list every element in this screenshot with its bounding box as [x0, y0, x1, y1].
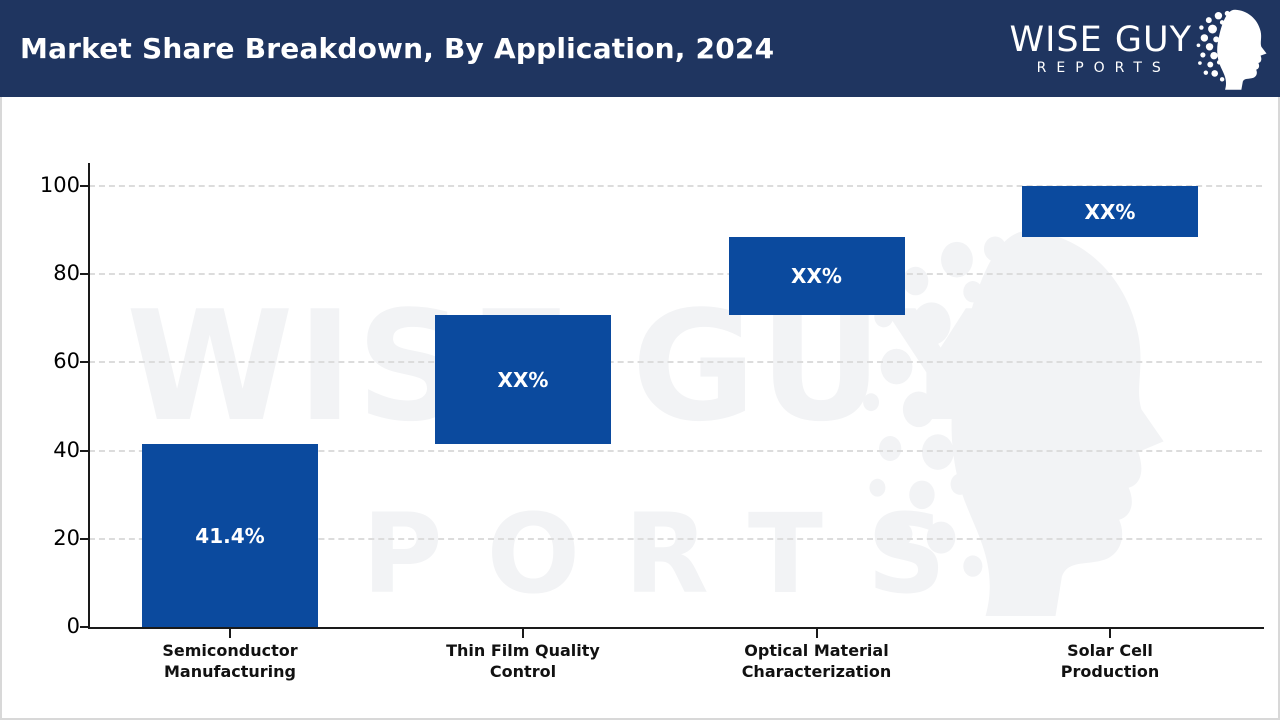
bar-segment-4: XX% — [1022, 186, 1198, 238]
bar-segment-3: XX% — [728, 237, 905, 316]
y-tick-mark-100 — [80, 185, 89, 187]
x-category-label-2: Thin Film Quality Control — [446, 641, 600, 682]
gridline-40 — [89, 449, 1262, 452]
x-axis-line — [88, 627, 1264, 629]
y-tick-label-20: 20 — [53, 525, 80, 550]
y-tick-mark-20 — [80, 537, 89, 540]
x-category-label-3: Optical Material Characterization — [741, 641, 892, 682]
bar-segment-1: 41.4% — [142, 444, 318, 627]
x-category-label-4: Solar Cell Production — [1060, 641, 1160, 682]
gridline-60 — [89, 361, 1262, 364]
bar-segment-2: XX% — [435, 315, 611, 445]
bar-value-label-4: XX% — [1084, 199, 1136, 224]
page-title: Market Share Breakdown, By Application, … — [20, 32, 775, 65]
wiseguy-logo: WISE GUY REPORTS — [1009, 6, 1268, 92]
y-tick-mark-60 — [80, 361, 89, 364]
gridline-80 — [89, 273, 1262, 276]
head-profile-icon — [1196, 9, 1267, 90]
x-tick-mark-1 — [229, 629, 231, 638]
x-tick-mark-3 — [815, 629, 818, 638]
y-tick-mark-0 — [80, 626, 89, 628]
logo-brand-name: WISE GUY — [1009, 20, 1192, 61]
y-tick-label-40: 40 — [53, 437, 80, 462]
y-tick-label-100: 100 — [39, 173, 80, 197]
y-tick-mark-40 — [80, 449, 89, 452]
gridline-20 — [89, 537, 1262, 540]
plot-border — [0, 97, 1280, 720]
logo-text: WISE GUY REPORTS — [1009, 22, 1192, 76]
gridline-100 — [89, 185, 1262, 187]
y-tick-label-0: 0 — [66, 614, 80, 638]
bar-value-label-3: XX% — [791, 264, 842, 289]
y-tick-mark-80 — [80, 273, 89, 276]
y-tick-label-80: 80 — [53, 261, 80, 286]
logo-brand-sub: REPORTS — [1036, 59, 1171, 76]
bar-value-label-2: XX% — [497, 367, 549, 392]
x-category-label-1: Semiconductor Manufacturing — [162, 641, 298, 682]
header-bar: Market Share Breakdown, By Application, … — [0, 0, 1280, 97]
x-tick-mark-4 — [1109, 629, 1111, 638]
y-tick-label-60: 60 — [53, 349, 80, 374]
bar-value-label-1: 41.4% — [195, 523, 265, 548]
x-tick-mark-2 — [522, 629, 524, 638]
y-axis-line — [88, 163, 90, 629]
